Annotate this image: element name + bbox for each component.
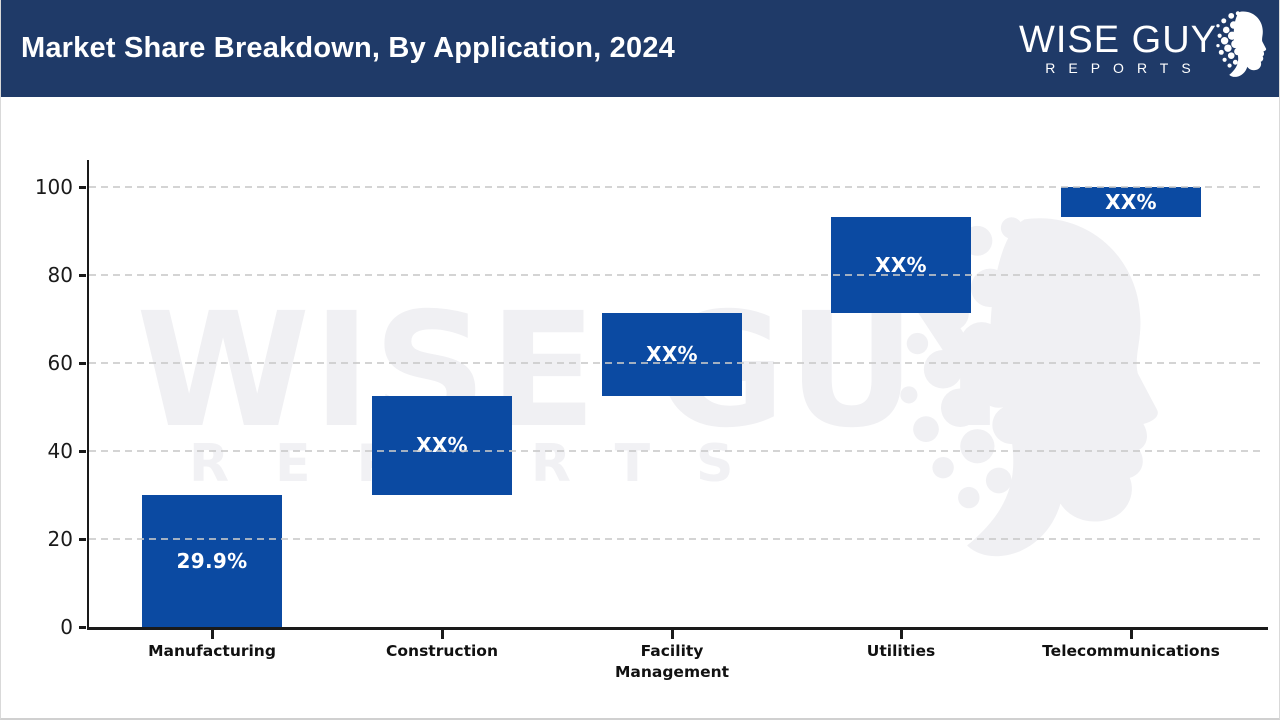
y-tick-label: 80 [47, 263, 73, 287]
logo-text: WISE GUY REPORTS [1018, 18, 1217, 77]
y-tick [79, 362, 86, 365]
watermark-wordmark: WISE GUY [136, 279, 1035, 463]
logo-wordmark: WISE GUY [1018, 18, 1217, 61]
y-tick [79, 450, 86, 453]
gridline [89, 274, 1263, 276]
bar: XX% [372, 395, 512, 496]
y-axis-line [86, 160, 89, 630]
y-tick [79, 274, 86, 277]
header-bar: Market Share Breakdown, By Application, … [1, 0, 1279, 97]
bar-label: XX% [875, 253, 927, 278]
y-tick-label: 100 [34, 175, 73, 199]
x-tick [1130, 630, 1133, 639]
x-tick [671, 630, 674, 639]
bar-label: 29.9% [176, 549, 248, 574]
gridline [89, 450, 1263, 452]
page-title: Market Share Breakdown, By Application, … [21, 32, 675, 64]
y-tick-label: 0 [60, 615, 73, 639]
y-tick [79, 186, 86, 189]
wiseguy-logo: WISE GUY REPORTS [1019, 7, 1271, 91]
bar-label: XX% [416, 433, 468, 458]
gridline [89, 186, 1263, 188]
x-axis-label: Utilities [866, 642, 936, 660]
x-tick [211, 630, 214, 639]
x-axis-label: Manufacturing [148, 642, 276, 660]
y-tick [79, 626, 86, 629]
bar: XX% [1061, 187, 1201, 218]
wiseguy-head-icon [1213, 7, 1271, 91]
gridline [89, 362, 1263, 364]
x-axis-label: Telecommunications [1042, 642, 1220, 660]
y-tick-label: 60 [47, 351, 73, 375]
x-axis-label: Construction [386, 642, 498, 660]
y-tick-label: 40 [47, 439, 73, 463]
y-tick-label: 20 [47, 527, 73, 551]
x-axis-line [86, 627, 1268, 630]
bar: 29.9% [142, 495, 282, 627]
y-tick [79, 538, 86, 541]
gridline [89, 538, 1263, 540]
x-tick [441, 630, 444, 639]
bar-label: XX% [1105, 190, 1157, 215]
x-tick [900, 630, 903, 639]
x-axis-label: Facility Management [614, 642, 730, 681]
logo-reports-label: REPORTS [1045, 60, 1204, 77]
bar: XX% [831, 217, 971, 314]
bar: XX% [602, 313, 742, 396]
